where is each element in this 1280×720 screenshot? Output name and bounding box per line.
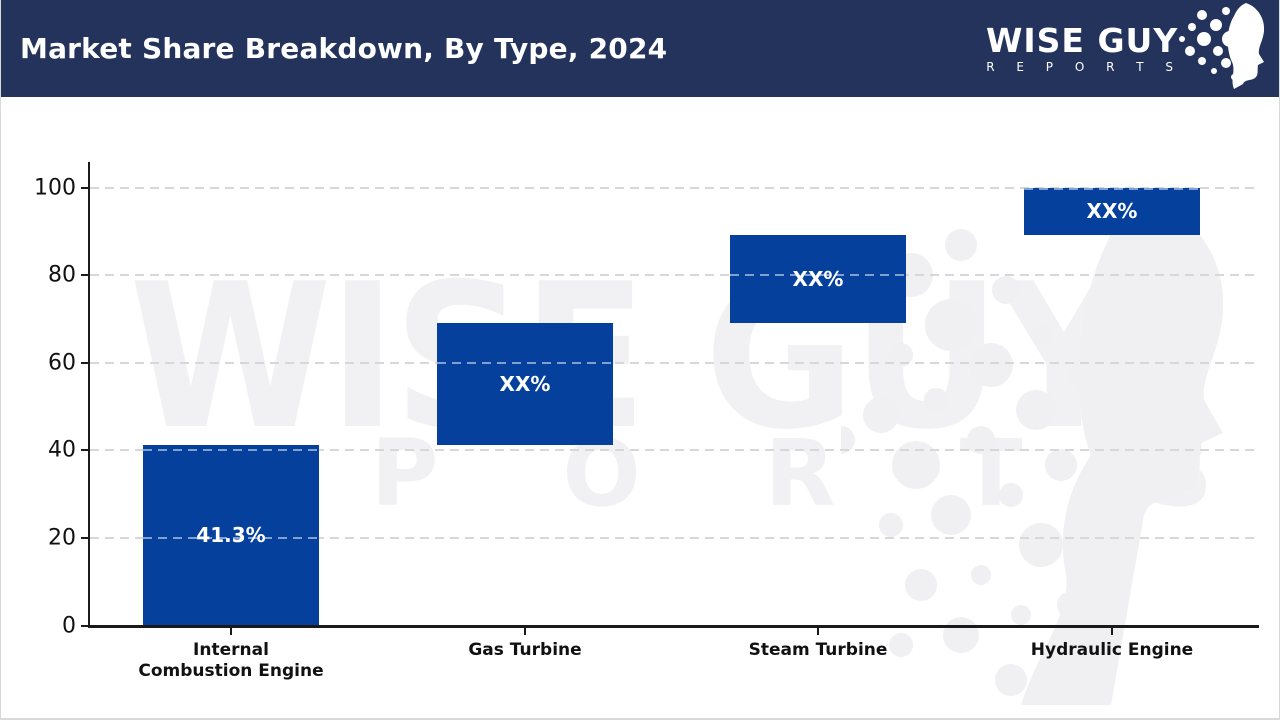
y-tick-label-60: 60 <box>48 350 76 376</box>
y-tick-mark <box>81 536 89 539</box>
y-tick-mark <box>81 361 89 364</box>
gridline-over-bar <box>730 274 906 277</box>
logo-subtitle: R E P O R T S <box>986 59 1182 74</box>
y-tick-label-0: 0 <box>62 613 76 638</box>
gridline-100 <box>90 186 1259 189</box>
gridline-over-bar <box>143 536 319 539</box>
page-title: Market Share Breakdown, By Type, 2024 <box>20 32 668 65</box>
logo-wordmark: WISE GUY <box>985 20 1179 60</box>
bar-hydraulic-engine[interactable]: XX% <box>1024 187 1200 235</box>
x-tick-mark <box>817 628 819 635</box>
x-tick-mark <box>524 628 526 635</box>
bar-value-label-internal-combustion-engine: 41.3% <box>196 523 266 548</box>
logo-text: WISE GUY R E P O R T S <box>982 24 1182 74</box>
y-tick-mark <box>81 186 89 189</box>
y-tick-label-80: 80 <box>48 262 76 288</box>
y-tick-mark <box>81 449 89 452</box>
bar-gas-turbine[interactable]: XX% <box>437 323 613 445</box>
gridline-over-bar <box>437 361 613 364</box>
gridline-60 <box>90 361 1259 364</box>
dotted-head-profile-icon <box>1168 1 1272 97</box>
bar-value-label-hydraulic-engine: XX% <box>1086 199 1138 224</box>
gridline-40 <box>90 449 1259 452</box>
bar-internal-combustion-engine[interactable]: 41.3% <box>143 444 319 626</box>
bar-value-label-gas-turbine: XX% <box>499 371 551 396</box>
gridline-80 <box>90 274 1259 277</box>
x-category-label-internal-combustion-engine: Internal Combustion Engine <box>138 640 324 682</box>
bar-value-label-steam-turbine: XX% <box>792 267 844 292</box>
x-tick-mark <box>230 628 232 635</box>
x-category-label-gas-turbine: Gas Turbine <box>468 640 582 660</box>
gridline-over-bar <box>143 449 319 452</box>
y-axis-spine <box>88 162 90 627</box>
x-axis-spine <box>88 625 1259 628</box>
gridline-20 <box>90 536 1259 539</box>
y-tick-mark <box>81 274 89 277</box>
y-tick-mark <box>81 624 89 627</box>
x-category-label-steam-turbine: Steam Turbine <box>748 640 888 660</box>
header-bar: Market Share Breakdown, By Type, 2024 WI… <box>1 0 1279 97</box>
x-tick-mark <box>1111 628 1113 635</box>
gridline-over-bar <box>1024 187 1200 190</box>
y-tick-label-40: 40 <box>48 437 76 463</box>
y-tick-label-100: 100 <box>34 175 76 201</box>
y-tick-label-20: 20 <box>48 525 76 551</box>
wise-guy-reports-logo: WISE GUY R E P O R T S <box>982 1 1279 97</box>
bar-steam-turbine[interactable]: XX% <box>730 234 906 324</box>
x-category-label-hydraulic-engine: Hydraulic Engine <box>1030 640 1194 660</box>
